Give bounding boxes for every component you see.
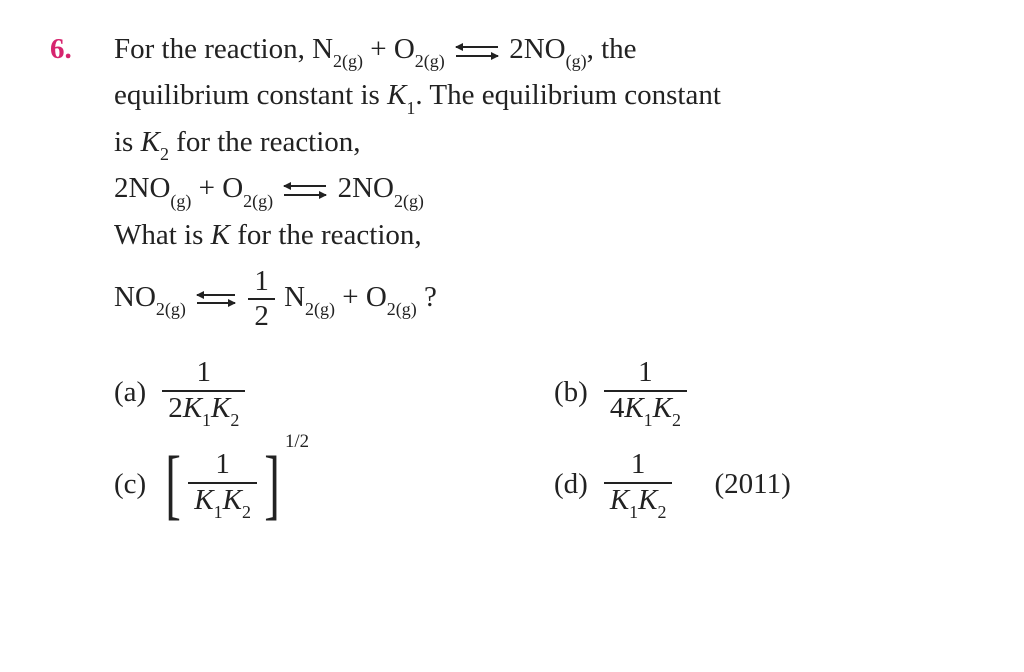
k1: K	[387, 79, 406, 111]
option-d: (d) 1 K1K2 (2011)	[554, 443, 974, 525]
year: (2011)	[714, 463, 790, 506]
option-b-label: (b)	[554, 371, 588, 414]
num: 1	[604, 356, 687, 391]
line-6-eq: NO2(g) 1 2 N2(g) + O2(g) ?	[114, 265, 974, 334]
t: 2NO	[330, 172, 394, 204]
t: is	[114, 126, 141, 158]
k1: K	[624, 392, 643, 424]
coeff: 2	[168, 392, 183, 424]
option-a-frac: 1 2K1K2	[162, 356, 245, 428]
den: 2	[248, 300, 275, 333]
t: for the reaction,	[169, 126, 361, 158]
sub: 2	[160, 144, 169, 164]
sub: 2(g)	[415, 51, 445, 71]
sub: 1	[406, 98, 415, 118]
sub: 1	[629, 502, 638, 522]
sub: 2	[242, 502, 251, 522]
equilibrium-arrows-icon	[280, 189, 330, 193]
k: K	[211, 219, 230, 251]
question-row: 6. For the reaction, N2(g) + O2(g) 2NO(g…	[50, 28, 974, 535]
option-b: (b) 1 4K1K2	[554, 351, 974, 433]
sub: 2(g)	[243, 191, 273, 211]
k1: K	[194, 484, 213, 516]
t: For the reaction, N	[114, 33, 333, 65]
t: . The equilibrium constant	[415, 79, 721, 111]
option-c-expr: [ 1 K1K2 ]1/2	[160, 448, 309, 520]
option-c-label: (c)	[114, 463, 146, 506]
sub: (g)	[170, 191, 191, 211]
t: NO	[114, 281, 156, 313]
t: + O	[191, 172, 243, 204]
options: (a) 1 2K1K2 (b) 1 4K1K	[114, 351, 974, 525]
den: 4K1K2	[604, 392, 687, 428]
k1: K	[610, 484, 629, 516]
k2: K	[211, 392, 230, 424]
k2: K	[638, 484, 657, 516]
line-5: What is K for the reaction,	[114, 214, 974, 257]
option-row-1: (a) 1 2K1K2 (b) 1 4K1K	[114, 351, 974, 433]
t: N	[277, 281, 305, 313]
k2: K	[141, 126, 160, 158]
line-3: is K2 for the reaction,	[114, 121, 974, 165]
sub: (g)	[566, 51, 587, 71]
t: equilibrium constant is	[114, 79, 387, 111]
t: + O	[335, 281, 387, 313]
den: K1K2	[188, 484, 257, 520]
den: K1K2	[604, 484, 673, 520]
qmark: ?	[417, 281, 437, 313]
num: 1	[248, 265, 275, 300]
option-a: (a) 1 2K1K2	[114, 351, 554, 433]
sub: 2	[672, 410, 681, 430]
k1: K	[183, 392, 202, 424]
sub: 2(g)	[387, 299, 417, 319]
option-c-frac: 1 K1K2	[188, 448, 257, 520]
question-number: 6.	[50, 28, 114, 535]
option-c: (c) [ 1 K1K2 ]1/2	[114, 443, 554, 525]
option-d-label: (d)	[554, 463, 588, 506]
exponent: 1/2	[285, 431, 309, 452]
equilibrium-arrows-icon	[193, 297, 239, 301]
lbracket-icon: [	[165, 449, 181, 519]
option-a-label: (a)	[114, 371, 146, 414]
page: 6. For the reaction, N2(g) + O2(g) 2NO(g…	[0, 0, 1024, 555]
line-4-eq: 2NO(g) + O2(g) 2NO2(g)	[114, 167, 974, 211]
num: 1	[604, 448, 673, 483]
rbracket-icon: ]	[264, 449, 280, 519]
sub: 1	[644, 410, 653, 430]
question-body: For the reaction, N2(g) + O2(g) 2NO(g), …	[114, 28, 974, 535]
option-b-frac: 1 4K1K2	[604, 356, 687, 428]
coeff: 4	[610, 392, 625, 424]
option-row-2: (c) [ 1 K1K2 ]1/2 (d)	[114, 443, 974, 525]
option-d-frac: 1 K1K2	[604, 448, 673, 520]
equilibrium-arrows-icon	[452, 49, 502, 53]
sub: 1	[202, 410, 211, 430]
t: + O	[363, 33, 415, 65]
den: 2K1K2	[162, 392, 245, 428]
half-fraction: 1 2	[248, 265, 275, 334]
sub: 2(g)	[333, 51, 363, 71]
sub: 1	[214, 502, 223, 522]
sub: 2	[230, 410, 239, 430]
k2: K	[223, 484, 242, 516]
t: What is	[114, 219, 211, 251]
k2: K	[653, 392, 672, 424]
sub: 2(g)	[305, 299, 335, 319]
line-2: equilibrium constant is K1. The equilibr…	[114, 74, 974, 118]
num: 1	[188, 448, 257, 483]
sub: 2	[658, 502, 667, 522]
num: 1	[162, 356, 245, 391]
sub: 2(g)	[156, 299, 186, 319]
line-1: For the reaction, N2(g) + O2(g) 2NO(g), …	[114, 28, 974, 72]
t: 2NO	[502, 33, 566, 65]
t: , the	[587, 33, 637, 65]
sub: 2(g)	[394, 191, 424, 211]
t: 2NO	[114, 172, 170, 204]
t: for the reaction,	[230, 219, 422, 251]
